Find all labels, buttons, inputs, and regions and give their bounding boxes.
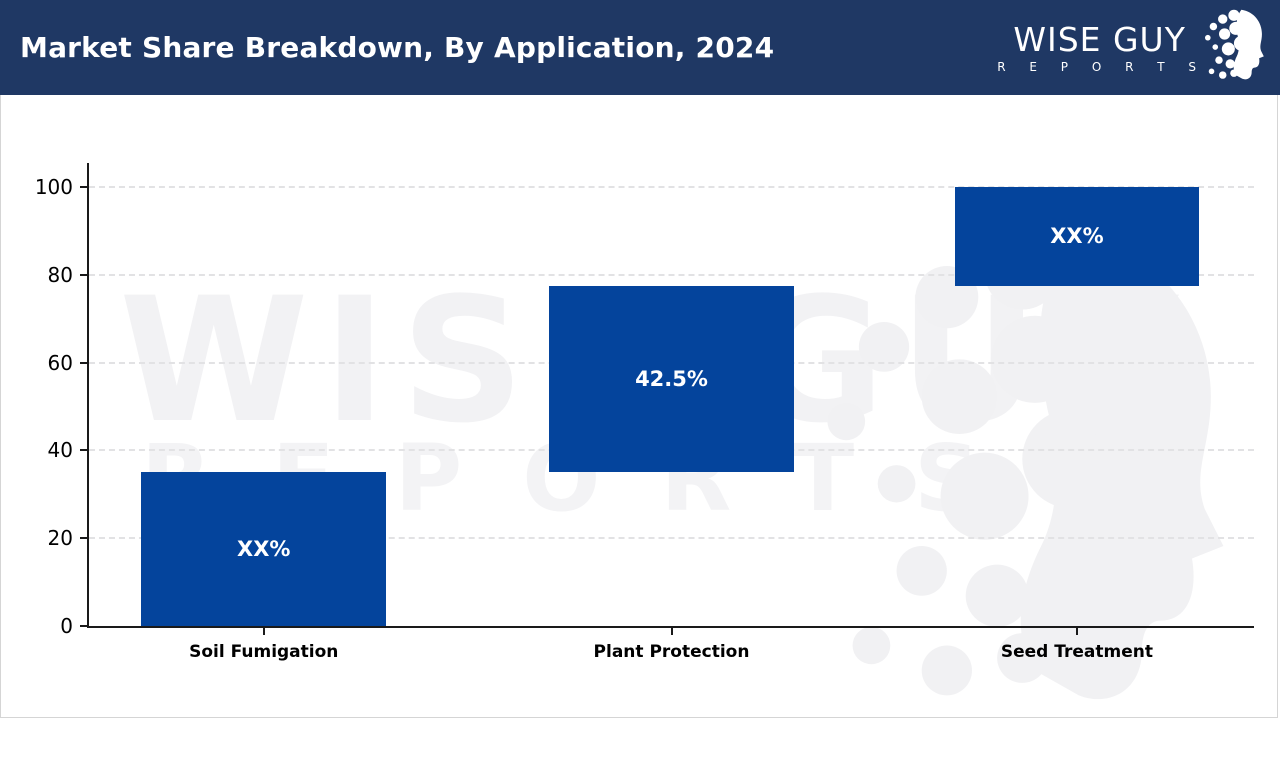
logo-head-icon xyxy=(1205,9,1264,80)
x-axis-line xyxy=(87,626,1254,628)
y-tick-label-20: 20 xyxy=(47,526,73,551)
logo-text: WISE GUY R E P O R T S xyxy=(993,20,1206,75)
watermark-head-icon xyxy=(827,234,1224,700)
x-tick-mark-plant-protection xyxy=(670,628,673,635)
y-axis-line xyxy=(87,163,89,626)
gridline-80 xyxy=(89,273,1254,276)
y-tick-mark-80 xyxy=(80,273,87,276)
x-category-label-seed-treatment: Seed Treatment xyxy=(1000,642,1153,662)
chart-card: WISE GUY R E P O R T S 020406080100XX%So… xyxy=(0,95,1278,718)
x-tick-mark-soil-fumigation xyxy=(262,628,265,635)
bar-value-label-plant-protection: 42.5% xyxy=(635,367,708,392)
bar-seed-treatment: XX% xyxy=(954,187,1200,286)
x-tick-mark-seed-treatment xyxy=(1075,628,1078,635)
bar-soil-fumigation: XX% xyxy=(141,472,387,626)
plot-area: 0 20 40 60 80 100 XX% Soil Fumigation 42.5% Plant… xyxy=(35,163,1254,662)
x-category-label-soil-fumigation: Soil Fumigation xyxy=(189,642,339,662)
y-tick-mark-60 xyxy=(80,361,87,364)
bar-value-label-seed-treatment: XX% xyxy=(1050,224,1104,249)
gridline-20 xyxy=(89,537,1254,540)
logo-subtitle: R E P O R T S xyxy=(997,60,1206,74)
logo-wordmark: WISE GUY xyxy=(1013,20,1186,59)
wise-guy-logo: WISE GUY R E P O R T S xyxy=(993,6,1266,90)
bar-plant-protection: 42.5% xyxy=(549,285,794,473)
y-tick-label-100: 100 xyxy=(34,175,73,199)
x-category-label-plant-protection: Plant Protection xyxy=(593,642,750,662)
y-tick-label-60: 60 xyxy=(47,350,73,375)
header-bar: Market Share Breakdown, By Application, … xyxy=(0,0,1280,95)
page-title: Market Share Breakdown, By Application, … xyxy=(20,31,775,64)
y-tick-label-0: 0 xyxy=(60,614,73,638)
y-tick-label-80: 80 xyxy=(47,262,73,287)
y-tick-mark-40 xyxy=(80,449,87,452)
y-tick-mark-0 xyxy=(80,625,87,627)
bar-value-label-soil-fumigation: XX% xyxy=(237,537,291,562)
gridline-100 xyxy=(89,186,1254,188)
y-tick-label-40: 40 xyxy=(47,438,73,463)
y-tick-mark-100 xyxy=(80,186,87,188)
y-tick-mark-20 xyxy=(80,537,87,540)
